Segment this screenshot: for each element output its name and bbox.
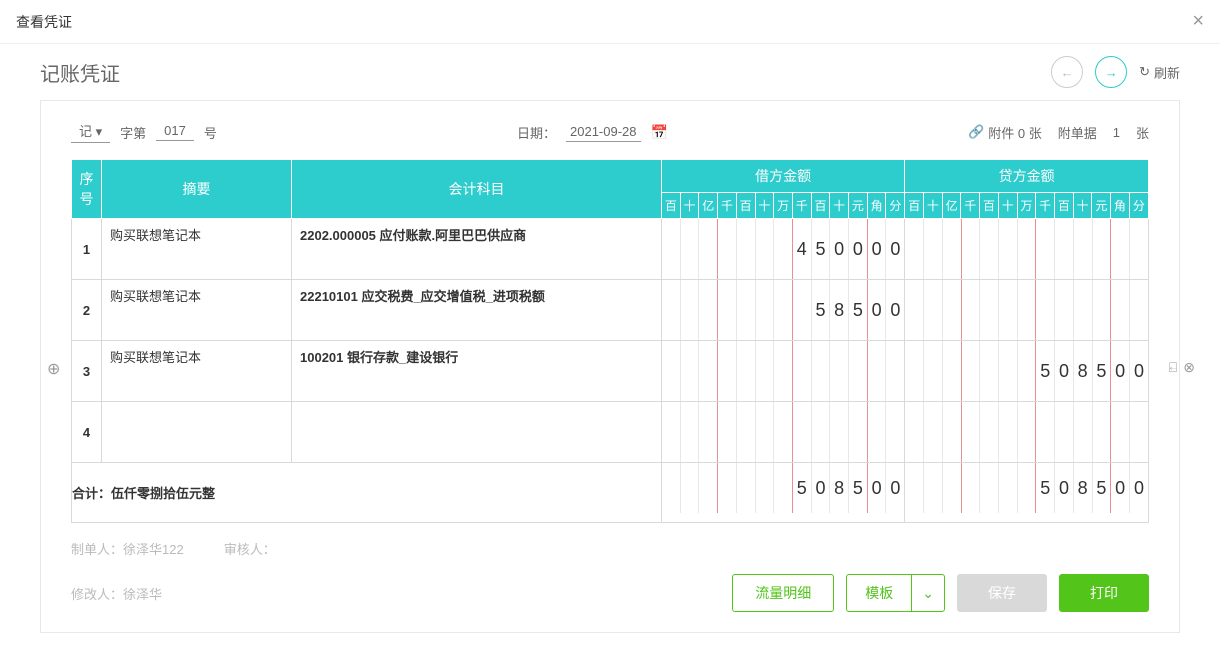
attachment-icon: 🔗 [968,124,984,140]
maker-info: 制单人：徐泽华122 [71,539,184,558]
col-seq: 序号 [72,160,102,219]
modifier-info: 修改人：徐泽华 [71,584,162,603]
table-row[interactable]: 4 [72,402,1149,463]
digit-header: 万 [1017,193,1036,219]
digit-header: 亿 [942,193,961,219]
col-summary: 摘要 [102,160,292,219]
digit-header: 百 [811,193,830,219]
row-summary[interactable] [102,402,292,463]
total-label: 合计：伍仟零捌拾伍元整 [72,463,662,523]
page-title: 记账凭证 [40,58,120,87]
date-input[interactable]: 2021-09-28 [566,122,641,142]
print-button[interactable]: 打印 [1059,574,1149,612]
total-credit: 508500 [905,463,1149,523]
next-button[interactable]: → [1095,56,1127,88]
row-account[interactable] [292,402,662,463]
total-debit: 508500 [662,463,905,523]
refresh-icon: ↻ [1139,64,1150,80]
col-credit: 贷方金额 [905,160,1149,193]
row-seq: 2 [72,280,102,341]
save-button[interactable]: 保存 [957,574,1047,612]
row-debit[interactable] [662,341,905,402]
digit-header: 元 [849,193,868,219]
label: 张 [1136,123,1149,142]
digit-header: 亿 [699,193,718,219]
digit-header: 十 [755,193,774,219]
col-account: 会计科目 [292,160,662,219]
row-credit[interactable] [905,402,1149,463]
template-label: 模板 [847,575,912,611]
row-seq: 1 [72,219,102,280]
modal-title: 查看凭证 [16,12,72,32]
attachment-label: 附件 0 张 [988,123,1041,142]
receipts-label: 附单据 [1058,123,1097,142]
prev-button[interactable]: ← [1051,56,1083,88]
digit-header: 元 [1092,193,1111,219]
voucher-table: 序号 摘要 会计科目 借方金额 贷方金额 百十亿千百十万千百十元角分百十亿千百十… [71,159,1149,523]
row-summary[interactable]: 购买联想笔记本 [102,219,292,280]
table-row[interactable]: 1购买联想笔记本2202.000005 应付账款.阿里巴巴供应商450000 [72,219,1149,280]
digit-header: 十 [830,193,849,219]
refresh-label: 刷新 [1154,63,1180,82]
digit-header: 万 [774,193,793,219]
digit-header: 十 [998,193,1017,219]
row-account[interactable]: 2202.000005 应付账款.阿里巴巴供应商 [292,219,662,280]
row-credit[interactable] [905,280,1149,341]
row-account[interactable]: 100201 银行存款_建设银行 [292,341,662,402]
row-summary[interactable]: 购买联想笔记本 [102,341,292,402]
digit-header: 千 [792,193,811,219]
digit-header: 百 [1054,193,1073,219]
date-label: 日期： [517,123,556,142]
attachment-button[interactable]: 🔗 附件 0 张 [968,123,1042,142]
digit-header: 千 [718,193,737,219]
digit-header: 十 [680,193,699,219]
receipts-count[interactable]: 1 [1113,125,1120,140]
digit-header: 角 [867,193,886,219]
row-summary[interactable]: 购买联想笔记本 [102,280,292,341]
chevron-down-icon[interactable]: ⌄ [912,577,944,610]
label: 字第 [120,123,146,142]
delete-row-icon[interactable]: ⊗ [1183,359,1195,376]
table-row[interactable]: 2购买联想笔记本22210101 应交税费_应交增值税_进项税额58500 [72,280,1149,341]
digit-header: 百 [905,193,924,219]
add-row-icon[interactable]: ⊕ [47,359,60,379]
row-credit[interactable] [905,219,1149,280]
digit-header: 分 [886,193,905,219]
digit-header: 十 [1073,193,1092,219]
row-seq: 3 [72,341,102,402]
row-debit[interactable] [662,402,905,463]
voucher-word[interactable]: 记 ▾ [71,121,110,143]
voucher-number[interactable]: 017 [156,123,194,141]
close-icon[interactable]: × [1192,10,1204,33]
digit-header: 千 [961,193,980,219]
row-debit[interactable]: 58500 [662,280,905,341]
digit-header: 十 [924,193,943,219]
row-credit[interactable]: 508500 [905,341,1149,402]
row-debit[interactable]: 450000 [662,219,905,280]
flow-detail-button[interactable]: 流量明细 [732,574,834,612]
digit-header: 百 [980,193,999,219]
table-row[interactable]: 3购买联想笔记本100201 银行存款_建设银行 508500 [72,341,1149,402]
refresh-button[interactable]: ↻ 刷新 [1139,63,1180,82]
digit-header: 百 [662,193,681,219]
col-debit: 借方金额 [662,160,905,193]
calendar-icon[interactable]: 📅 [651,124,668,141]
label: 号 [204,123,217,142]
row-seq: 4 [72,402,102,463]
template-button[interactable]: 模板 ⌄ [846,574,945,612]
row-account[interactable]: 22210101 应交税费_应交增值税_进项税额 [292,280,662,341]
digit-header: 角 [1111,193,1130,219]
digit-header: 百 [736,193,755,219]
digit-header: 千 [1036,193,1055,219]
digit-header: 分 [1129,193,1148,219]
insert-row-icon[interactable]: ⍇ [1169,359,1177,376]
reviewer-info: 审核人： [224,539,276,558]
